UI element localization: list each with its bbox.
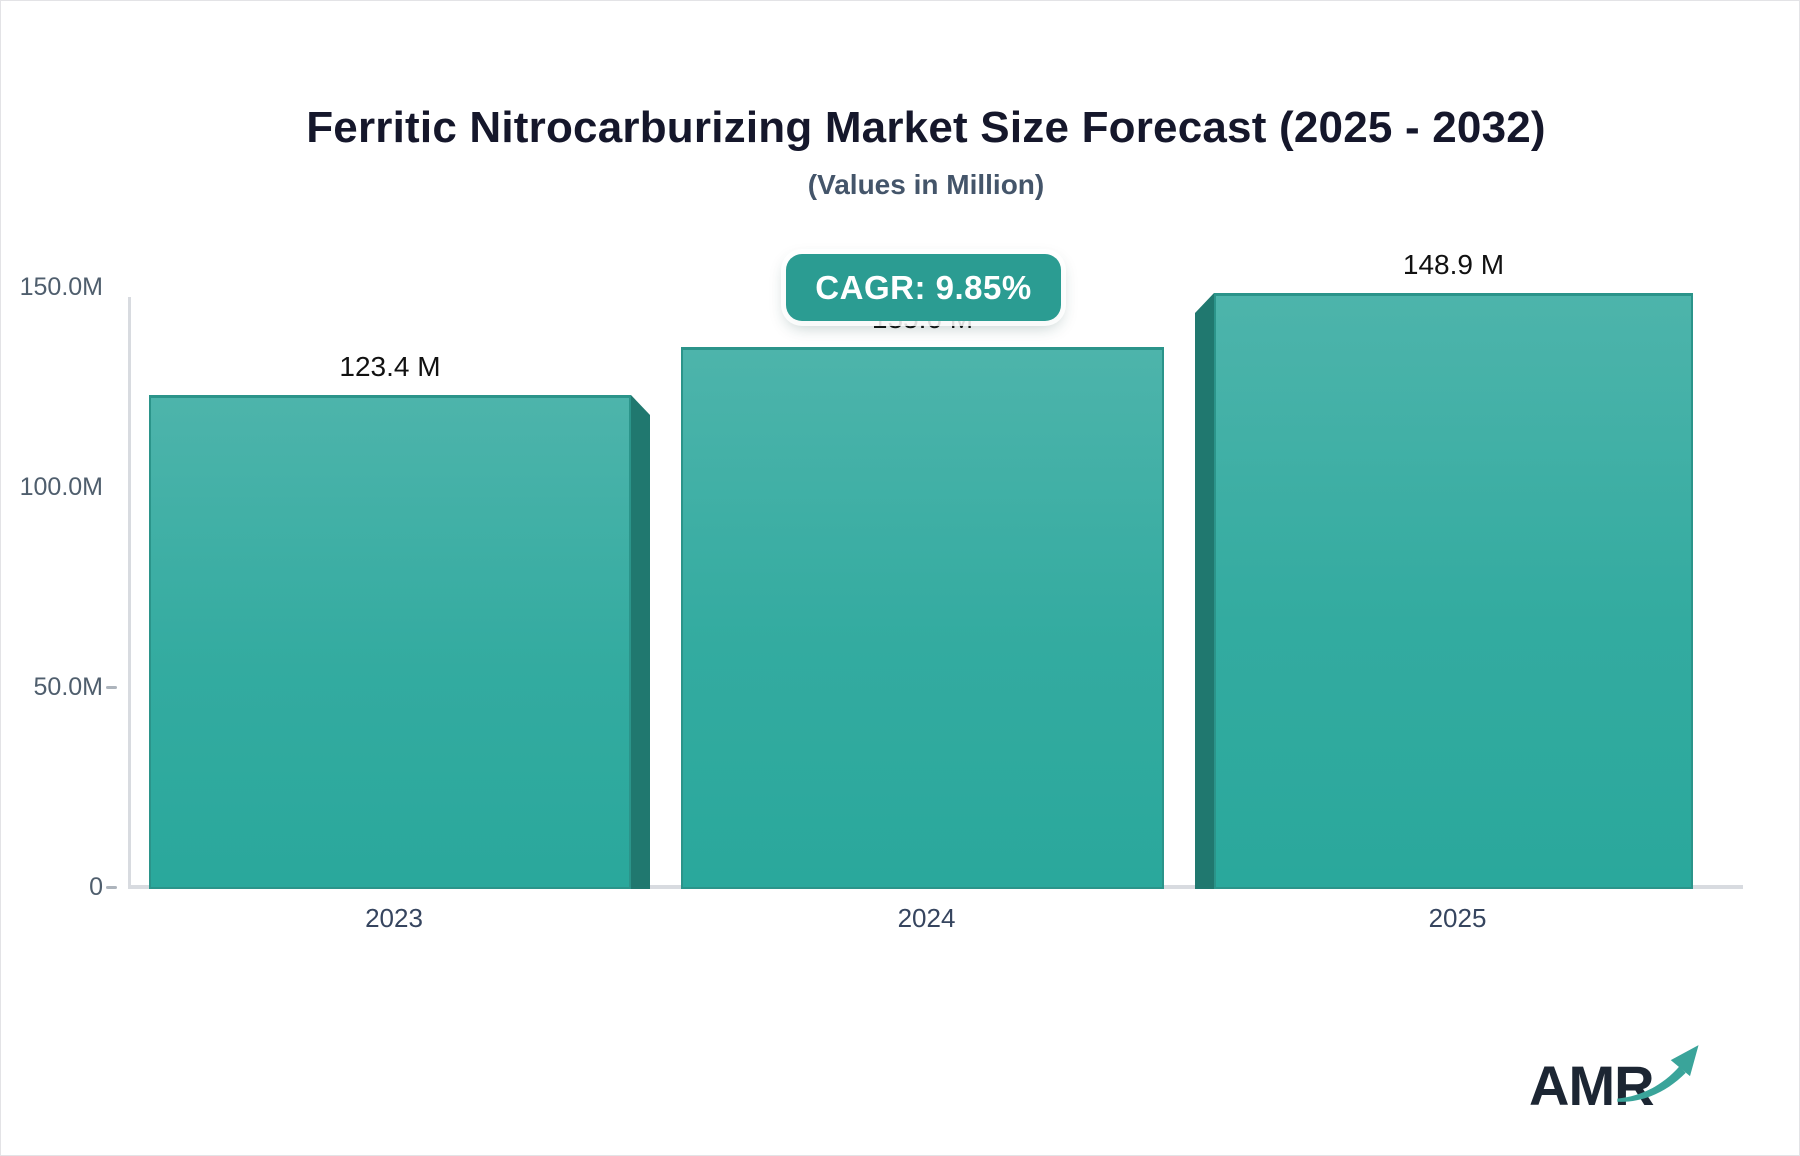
y-axis-tick-label: 150.0M [19, 273, 103, 301]
cagr-badge: CAGR: 9.85% [786, 254, 1061, 321]
chart-subtitle: (Values in Million) [807, 169, 1045, 200]
bar-value-label: 148.9 M [1402, 249, 1505, 280]
bar-3d-edge [631, 395, 650, 889]
bar-2023[interactable] [149, 395, 631, 889]
x-axis-label: 2025 [1428, 903, 1487, 933]
bar-3d-edge [1195, 293, 1214, 889]
y-axis-line [128, 297, 131, 889]
x-axis-label: 2023 [365, 903, 423, 933]
y-axis-tick-label: 0 [89, 873, 103, 901]
bar-2024[interactable] [681, 347, 1164, 889]
y-axis-tick-mark [106, 886, 117, 889]
growth-arrow-icon [1617, 1045, 1699, 1102]
cagr-badge-label: CAGR: 9.85% [815, 268, 1032, 306]
x-axis-label: 2024 [897, 903, 956, 933]
y-axis-tick-label: 50.0M [33, 673, 103, 701]
bar-value-label: 123.4 M [339, 351, 441, 382]
y-axis-tick-mark [106, 686, 117, 689]
bar-2025[interactable] [1214, 293, 1693, 889]
chart-title: Ferritic Nitrocarburizing Market Size Fo… [306, 103, 1546, 152]
amr-logo-text: AMR [1529, 1054, 1655, 1117]
amr-logo: AMR [1529, 1041, 1739, 1131]
y-axis-tick-label: 100.0M [19, 473, 103, 501]
